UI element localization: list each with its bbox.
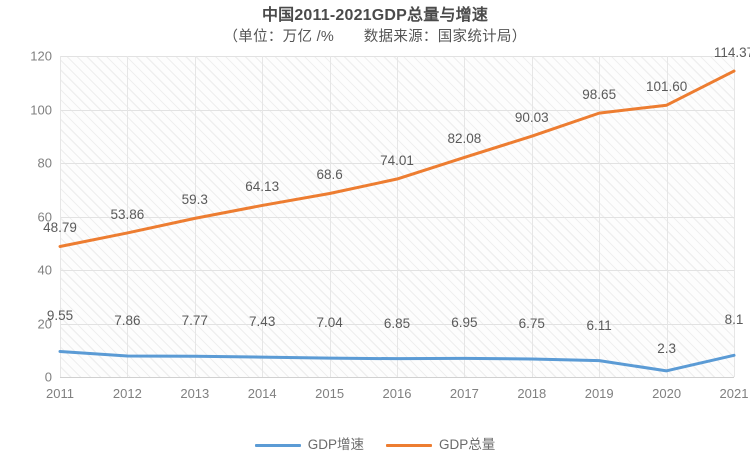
y-axis-ticks: 0 20 40 60 80 100 120 xyxy=(0,49,52,385)
gridline-vertical xyxy=(599,56,601,377)
chart-title-block: 中国2011-2021GDP总量与增速 （单位：万亿 /% 数据来源：国家统计局… xyxy=(0,6,750,48)
data-point-label: 53.86 xyxy=(110,206,145,222)
data-point-label: 7.04 xyxy=(316,315,343,331)
y-axis-tick-label: 120 xyxy=(30,48,52,64)
data-point-label: 8.1 xyxy=(724,312,744,328)
series-line xyxy=(58,349,736,373)
series-lines xyxy=(58,69,736,373)
data-point-label: 7.77 xyxy=(181,313,208,329)
gridline-vertical xyxy=(194,56,196,377)
y-axis-tick-label: 60 xyxy=(37,209,52,224)
data-point-label: 9.55 xyxy=(46,308,74,324)
data-point-label: 6.11 xyxy=(586,317,612,333)
gridline-vertical xyxy=(531,56,533,377)
x-axis-tick-label: 2019 xyxy=(584,386,614,401)
data-point-label: 7.86 xyxy=(114,312,141,328)
x-axis-tick-label: 2017 xyxy=(449,386,479,401)
gridline-vertical xyxy=(127,56,129,377)
y-axis-tick-label: 20 xyxy=(37,316,52,331)
x-axis-line xyxy=(60,377,734,378)
chart-legend: GDP增速 GDP总量 xyxy=(0,437,750,453)
data-point-label: 48.79 xyxy=(43,220,77,236)
x-axis-tick-label: 2011 xyxy=(46,386,74,401)
y-axis-tick-label: 100 xyxy=(30,102,52,117)
gridline-vertical xyxy=(464,56,466,377)
page-title: 中国2011-2021GDP总量与增速 xyxy=(261,7,489,24)
gridline-vertical xyxy=(262,56,264,377)
x-axis-tick-label: 2013 xyxy=(180,386,210,401)
data-point-label: 90.03 xyxy=(514,110,549,126)
data-point-label: 82.08 xyxy=(447,131,482,147)
legend-label: GDP增速 xyxy=(307,437,364,452)
y-axis-tick-label: 40 xyxy=(37,262,52,278)
gridline-vertical xyxy=(60,56,61,377)
data-point-label: 6.85 xyxy=(383,315,411,331)
chart-subtitle: （单位：万亿 /% 数据来源：国家统计局） xyxy=(223,29,527,45)
x-axis-tick-label: 2018 xyxy=(517,386,547,401)
legend-item-total[interactable]: GDP总量 xyxy=(386,437,495,453)
x-axis-tick-label: 2015 xyxy=(315,386,345,401)
data-point-label: 2.3 xyxy=(657,340,676,356)
legend-label: GDP总量 xyxy=(439,437,496,452)
x-axis-tick-label: 2016 xyxy=(382,386,412,401)
gridline-vertical xyxy=(734,56,735,377)
data-point-label: 6.75 xyxy=(518,315,545,331)
x-axis-tick-label: 2020 xyxy=(652,386,682,401)
data-point-label: 101.60 xyxy=(645,79,688,95)
y-axis-tick-label: 80 xyxy=(37,155,52,171)
gridline-vertical xyxy=(666,56,668,377)
y-axis-tick-label: 0 xyxy=(44,369,52,385)
data-point-label: 64.13 xyxy=(245,179,280,195)
data-point-label: 68.6 xyxy=(316,167,343,183)
legend-line-icon xyxy=(254,443,301,447)
gridline-vertical xyxy=(329,56,331,377)
gridline-vertical xyxy=(397,56,398,377)
data-point-label: 59.3 xyxy=(181,192,208,208)
data-point-label: 7.43 xyxy=(249,314,276,330)
legend-item-growth[interactable]: GDP增速 xyxy=(254,437,364,453)
data-point-label: 74.01 xyxy=(380,153,414,169)
x-axis-tick-label: 2021 xyxy=(719,386,749,401)
data-point-label: 6.95 xyxy=(451,315,478,331)
series-line xyxy=(58,69,736,248)
data-point-label: 114.37 xyxy=(713,45,750,61)
data-point-label: 98.65 xyxy=(582,87,617,103)
x-axis-tick-label: 2014 xyxy=(247,386,277,401)
legend-line-icon xyxy=(386,443,432,447)
x-axis-tick-label: 2012 xyxy=(112,386,142,401)
